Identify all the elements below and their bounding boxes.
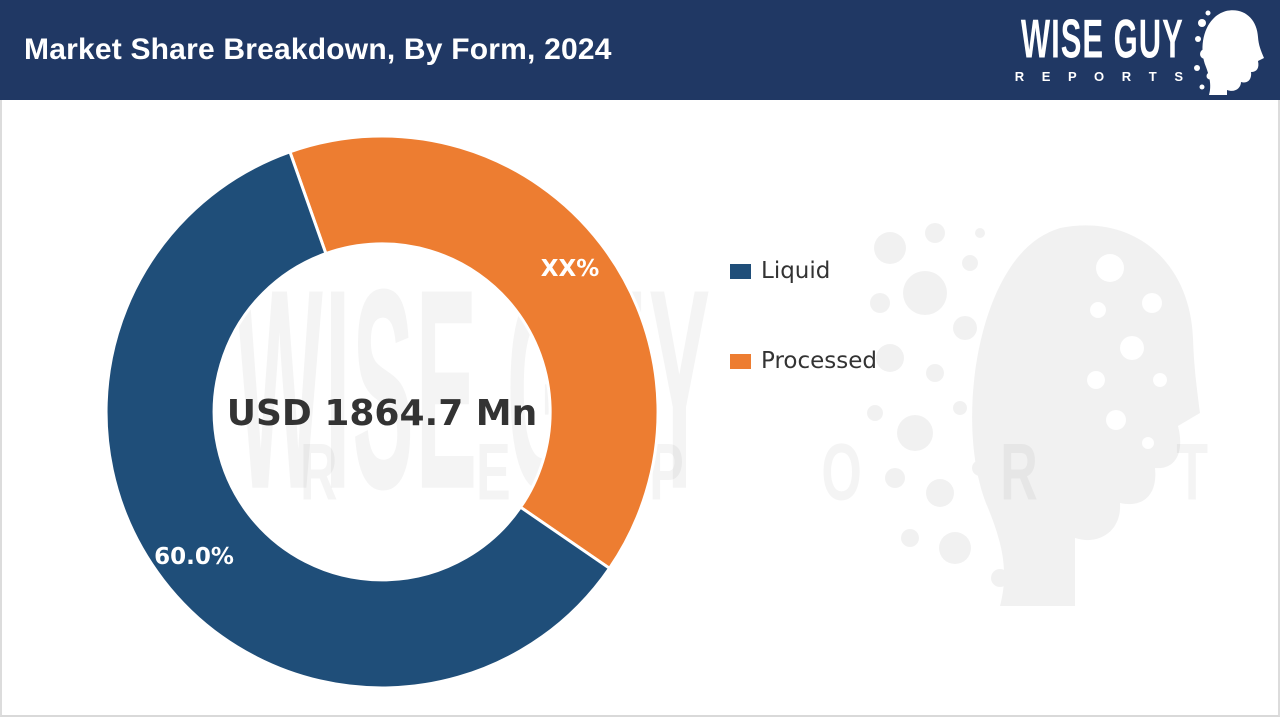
- logo-wordmark: WISE GUY: [1020, 8, 1184, 70]
- chart-area: WISE GUY R E P O R T S: [0, 100, 1280, 717]
- legend-swatch: [730, 353, 751, 369]
- chart-center-value: USD 1864.7 Mn: [227, 393, 537, 434]
- legend-swatch: [730, 263, 751, 279]
- legend-item-liquid: Liquid: [730, 256, 877, 286]
- page-title: Market Share Breakdown, By Form, 2024: [24, 33, 612, 66]
- legend-label: Liquid: [761, 258, 831, 284]
- slice-label-liquid: 60.0%: [154, 544, 234, 570]
- logo-subtitle: R E P O R T S: [1014, 68, 1190, 84]
- wise-guy-logo: WISE GUY R E P O R T S: [1015, 0, 1266, 100]
- legend-item-processed: Processed: [730, 346, 877, 376]
- legend: Liquid Processed: [730, 256, 877, 376]
- donut-chart: XX% 60.0% USD 1864.7 Mn: [104, 134, 660, 690]
- pie-slice-liquid: [104, 150, 611, 690]
- watermark-text-secondary: R E P O R T S: [300, 433, 1280, 514]
- logo-text: WISE GUY R E P O R T S: [1014, 8, 1190, 84]
- legend-label: Processed: [761, 348, 877, 374]
- pie-slice-processed: [288, 134, 660, 570]
- slice-label-processed: XX%: [541, 256, 600, 282]
- watermark-head-graphic: [867, 223, 1200, 606]
- header-bar: Market Share Breakdown, By Form, 2024 WI…: [0, 0, 1280, 100]
- wise-guy-head-icon: [1194, 10, 1264, 95]
